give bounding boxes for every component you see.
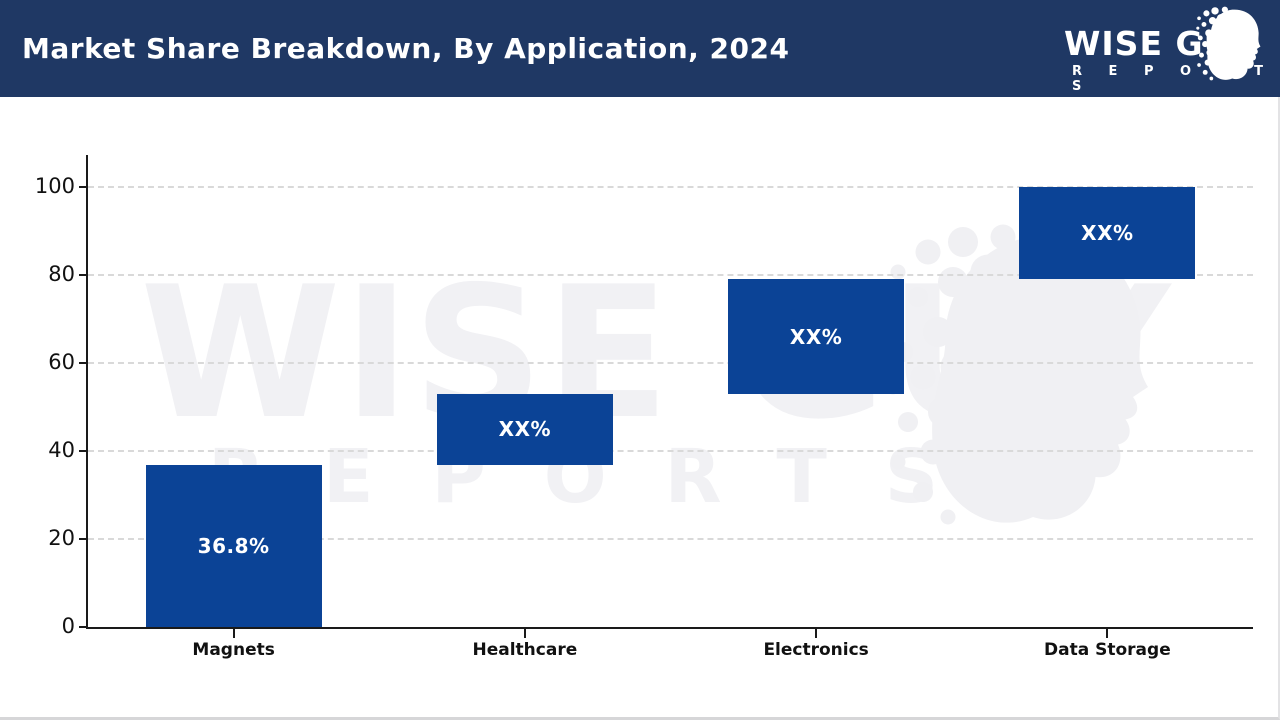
y-tick-label: 100 — [34, 174, 75, 198]
y-tick-mark — [79, 538, 88, 540]
gridline-80 — [88, 274, 1253, 276]
x-category-label: Electronics — [763, 640, 869, 660]
bar-magnets: 36.8% — [145, 465, 322, 627]
bar-value-label: XX% — [1081, 221, 1134, 246]
y-tick-label: 80 — [48, 262, 75, 286]
gridline-60 — [88, 362, 1253, 364]
y-tick-mark — [79, 450, 88, 452]
x-axis — [86, 627, 1253, 629]
bar-data-storage: XX% — [1019, 187, 1196, 280]
x-tick-mark — [815, 629, 818, 638]
x-tick-mark — [1106, 629, 1109, 638]
y-tick-label: 20 — [48, 526, 75, 550]
y-tick-mark — [79, 362, 88, 364]
bar-healthcare: XX% — [436, 393, 613, 466]
y-tick-label: 0 — [61, 614, 75, 638]
bar-value-label: XX% — [498, 417, 552, 442]
x-category-label: Healthcare — [472, 640, 578, 660]
wiseguy-logo: WISE GUY R E P O R T S — [1020, 0, 1280, 97]
logo-head-icon — [1194, 6, 1268, 92]
gridline-100 — [88, 186, 1253, 188]
y-tick-mark — [79, 186, 88, 188]
y-tick-label: 40 — [48, 438, 75, 462]
page-title: Market Share Breakdown, By Application, … — [22, 32, 790, 65]
bar-electronics: XX% — [728, 279, 905, 394]
y-tick-mark — [79, 626, 88, 628]
x-tick-mark — [523, 629, 526, 638]
x-category-label: Magnets — [192, 640, 275, 660]
header: Market Share Breakdown, By Application, … — [0, 0, 1280, 97]
y-axis — [86, 155, 88, 629]
y-tick-mark — [79, 274, 88, 276]
gridline-40 — [88, 450, 1253, 452]
bar-value-label: XX% — [789, 324, 843, 349]
y-tick-label: 60 — [48, 350, 75, 374]
bar-value-label: 36.8% — [197, 534, 270, 559]
x-tick-mark — [232, 629, 235, 638]
x-category-label: Data Storage — [1044, 640, 1171, 660]
gridline-20 — [88, 538, 1253, 540]
